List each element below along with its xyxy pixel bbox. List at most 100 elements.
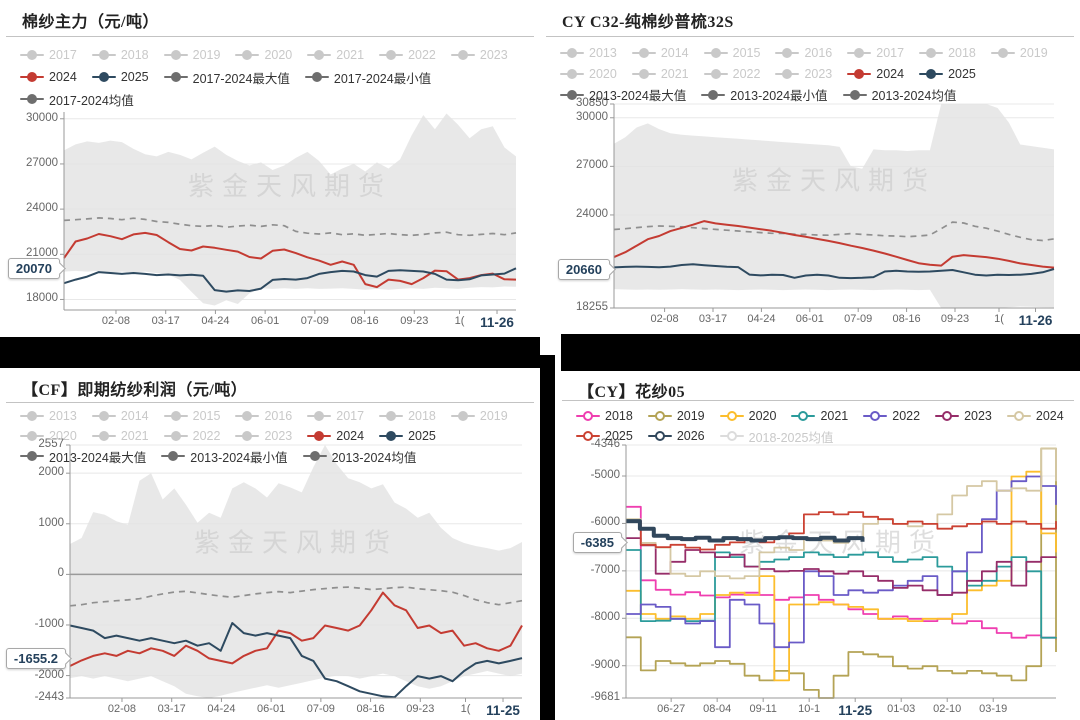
legend-marker-dot [583, 431, 593, 441]
legend-marker [647, 411, 672, 421]
series-line-2022 [626, 475, 1057, 649]
legend-item-2022[interactable]: 2022 [379, 48, 436, 62]
legend-label: 2017 [336, 409, 365, 423]
legend-item-2015[interactable]: 2015 [703, 46, 760, 60]
legend-marker-dot [726, 431, 737, 441]
legend-marker [307, 431, 332, 441]
chart-panel-cy-c32: CY C32-纯棉纱普梳32S 紫金天风期货 30850 30000 27000 2400… [540, 0, 1080, 334]
legend-item-2015[interactable]: 2015 [163, 409, 220, 423]
legend-item-2013[interactable]: 2013 [20, 409, 77, 423]
legend-item-2024[interactable]: 2024 [847, 67, 904, 81]
legend-marker-dot [314, 411, 325, 421]
legend-item-2020[interactable]: 2020 [235, 48, 292, 62]
legend-item-2017-2024均值[interactable]: 2017-2024均值 [20, 90, 134, 109]
legend-item-2021[interactable]: 2021 [631, 67, 689, 81]
legend-item-2017[interactable]: 2017 [20, 48, 77, 62]
legend-item-2019[interactable]: 2019 [647, 409, 705, 423]
legend-item-2024[interactable]: 2024 [1006, 409, 1064, 423]
legend-item-2021[interactable]: 2021 [307, 48, 364, 62]
legend-item-2025[interactable]: 2025 [379, 429, 436, 443]
y-axis-label: -8000 [590, 611, 620, 624]
legend-label: 2013-2024最大值 [589, 89, 687, 103]
x-axis-label: 06-01 [795, 313, 824, 325]
legend-item-2019[interactable]: 2019 [990, 46, 1048, 60]
legend-item-2013-2024最大值[interactable]: 2013-2024最大值 [20, 447, 146, 466]
legend-item-2023[interactable]: 2023 [775, 67, 832, 81]
legend-label: 2024 [336, 429, 365, 443]
legend-row: 2013 2014 2015 2016 2017 2018 2019 [20, 406, 536, 426]
x-axis-label: 03-19 [979, 703, 1008, 715]
legend-item-2024[interactable]: 2024 [307, 429, 364, 443]
legend-item-2017-2024最小值[interactable]: 2017-2024最小值 [304, 68, 431, 87]
legend-label: 2017-2024均值 [49, 93, 134, 108]
legend-item-2025[interactable]: 2025 [576, 429, 633, 443]
legend-item-2014[interactable]: 2014 [631, 46, 689, 60]
legend-label: 2017 [49, 48, 77, 62]
legend-item-2013-2024最大值[interactable]: 2013-2024最大值 [560, 85, 686, 104]
series-line-2025 [63, 267, 517, 293]
legend-item-2018[interactable]: 2018 [919, 46, 976, 60]
series-line-2013-2024均值 [69, 586, 523, 607]
legend-marker [302, 451, 327, 461]
legend-item-2013-2024最小值[interactable]: 2013-2024最小值 [701, 85, 828, 104]
y-axis-label: -9681 [590, 691, 620, 703]
legend-item-2013-2024最小值[interactable]: 2013-2024最小值 [161, 447, 288, 466]
legend-item-2025[interactable]: 2025 [91, 70, 149, 84]
legend-item-2020[interactable]: 2020 [560, 67, 617, 81]
legend-item-2017[interactable]: 2017 [307, 409, 364, 423]
legend-item-2019[interactable]: 2019 [163, 48, 220, 62]
legend-item-2013-2024均值[interactable]: 2013-2024均值 [302, 447, 416, 466]
chart-title: 【CF】即期纺纱利润（元/吨） [22, 382, 248, 399]
legend-item-2021[interactable]: 2021 [791, 409, 848, 423]
x-axis-label-current: 11-25 [486, 703, 520, 718]
legend-item-2018-2025均值[interactable]: 2018-2025均值 [719, 427, 833, 446]
legend-label: 2019 [676, 409, 705, 423]
legend-item-2025[interactable]: 2025 [919, 67, 976, 81]
legend-item-2022[interactable]: 2022 [163, 429, 220, 443]
legend-row: 2017 2018 2019 2020 2021 2022 2023 [20, 44, 536, 66]
legend-label: 2020 [264, 48, 293, 62]
legend-item-2017[interactable]: 2017 [847, 46, 904, 60]
legend-label: 2025 [408, 429, 436, 443]
legend-item-2016[interactable]: 2016 [235, 409, 292, 423]
series-line-2024 [626, 447, 1057, 580]
separator-band-left [0, 337, 540, 368]
legend-item-2026[interactable]: 2026 [647, 429, 705, 443]
legend-row: 2018 2019 2020 2021 2022 2023 2024 [576, 406, 1076, 426]
legend-label: 2018 [948, 45, 976, 60]
legend-label: 2021 [820, 409, 849, 423]
legend-label: 2013-2024最小值 [730, 89, 828, 103]
legend-item-2020[interactable]: 2020 [719, 409, 777, 423]
x-axis-label: 04-24 [747, 313, 776, 325]
legend-marker [775, 68, 800, 79]
range-band [64, 113, 516, 306]
x-axis-label: 07-09 [306, 703, 335, 715]
legend-item-2023[interactable]: 2023 [450, 48, 508, 62]
legend-marker-dot [726, 411, 737, 421]
legend-marker [20, 431, 44, 441]
legend-item-2022[interactable]: 2022 [703, 67, 760, 81]
legend-item-2013[interactable]: 2013 [560, 46, 617, 60]
legend-item-2024[interactable]: 2024 [20, 70, 77, 84]
legend-item-2022[interactable]: 2022 [863, 409, 920, 423]
legend-label: 2020 [748, 409, 777, 423]
legend-item-2021[interactable]: 2021 [91, 429, 149, 443]
legend-item-2019[interactable]: 2019 [450, 409, 508, 423]
legend-marker [20, 50, 44, 60]
legend-item-2018[interactable]: 2018 [576, 409, 633, 423]
legend-marker-dot [654, 431, 665, 441]
legend-item-2023[interactable]: 2023 [235, 429, 292, 443]
y-axis-label: -9000 [590, 658, 620, 671]
legend-marker-dot [27, 431, 37, 441]
legend-item-2020[interactable]: 2020 [20, 429, 77, 443]
legend-item-2018[interactable]: 2018 [379, 409, 436, 423]
legend-item-2013-2024均值[interactable]: 2013-2024均值 [842, 85, 956, 104]
legend-item-2014[interactable]: 2014 [91, 409, 149, 423]
legend-item-2023[interactable]: 2023 [935, 409, 992, 423]
legend-item-2018[interactable]: 2018 [91, 48, 149, 62]
legend-label: 2024 [1035, 409, 1064, 423]
legend-marker-dot [854, 68, 865, 79]
legend-item-2016[interactable]: 2016 [775, 46, 832, 60]
legend-item-2017-2024最大值[interactable]: 2017-2024最大值 [163, 68, 290, 87]
